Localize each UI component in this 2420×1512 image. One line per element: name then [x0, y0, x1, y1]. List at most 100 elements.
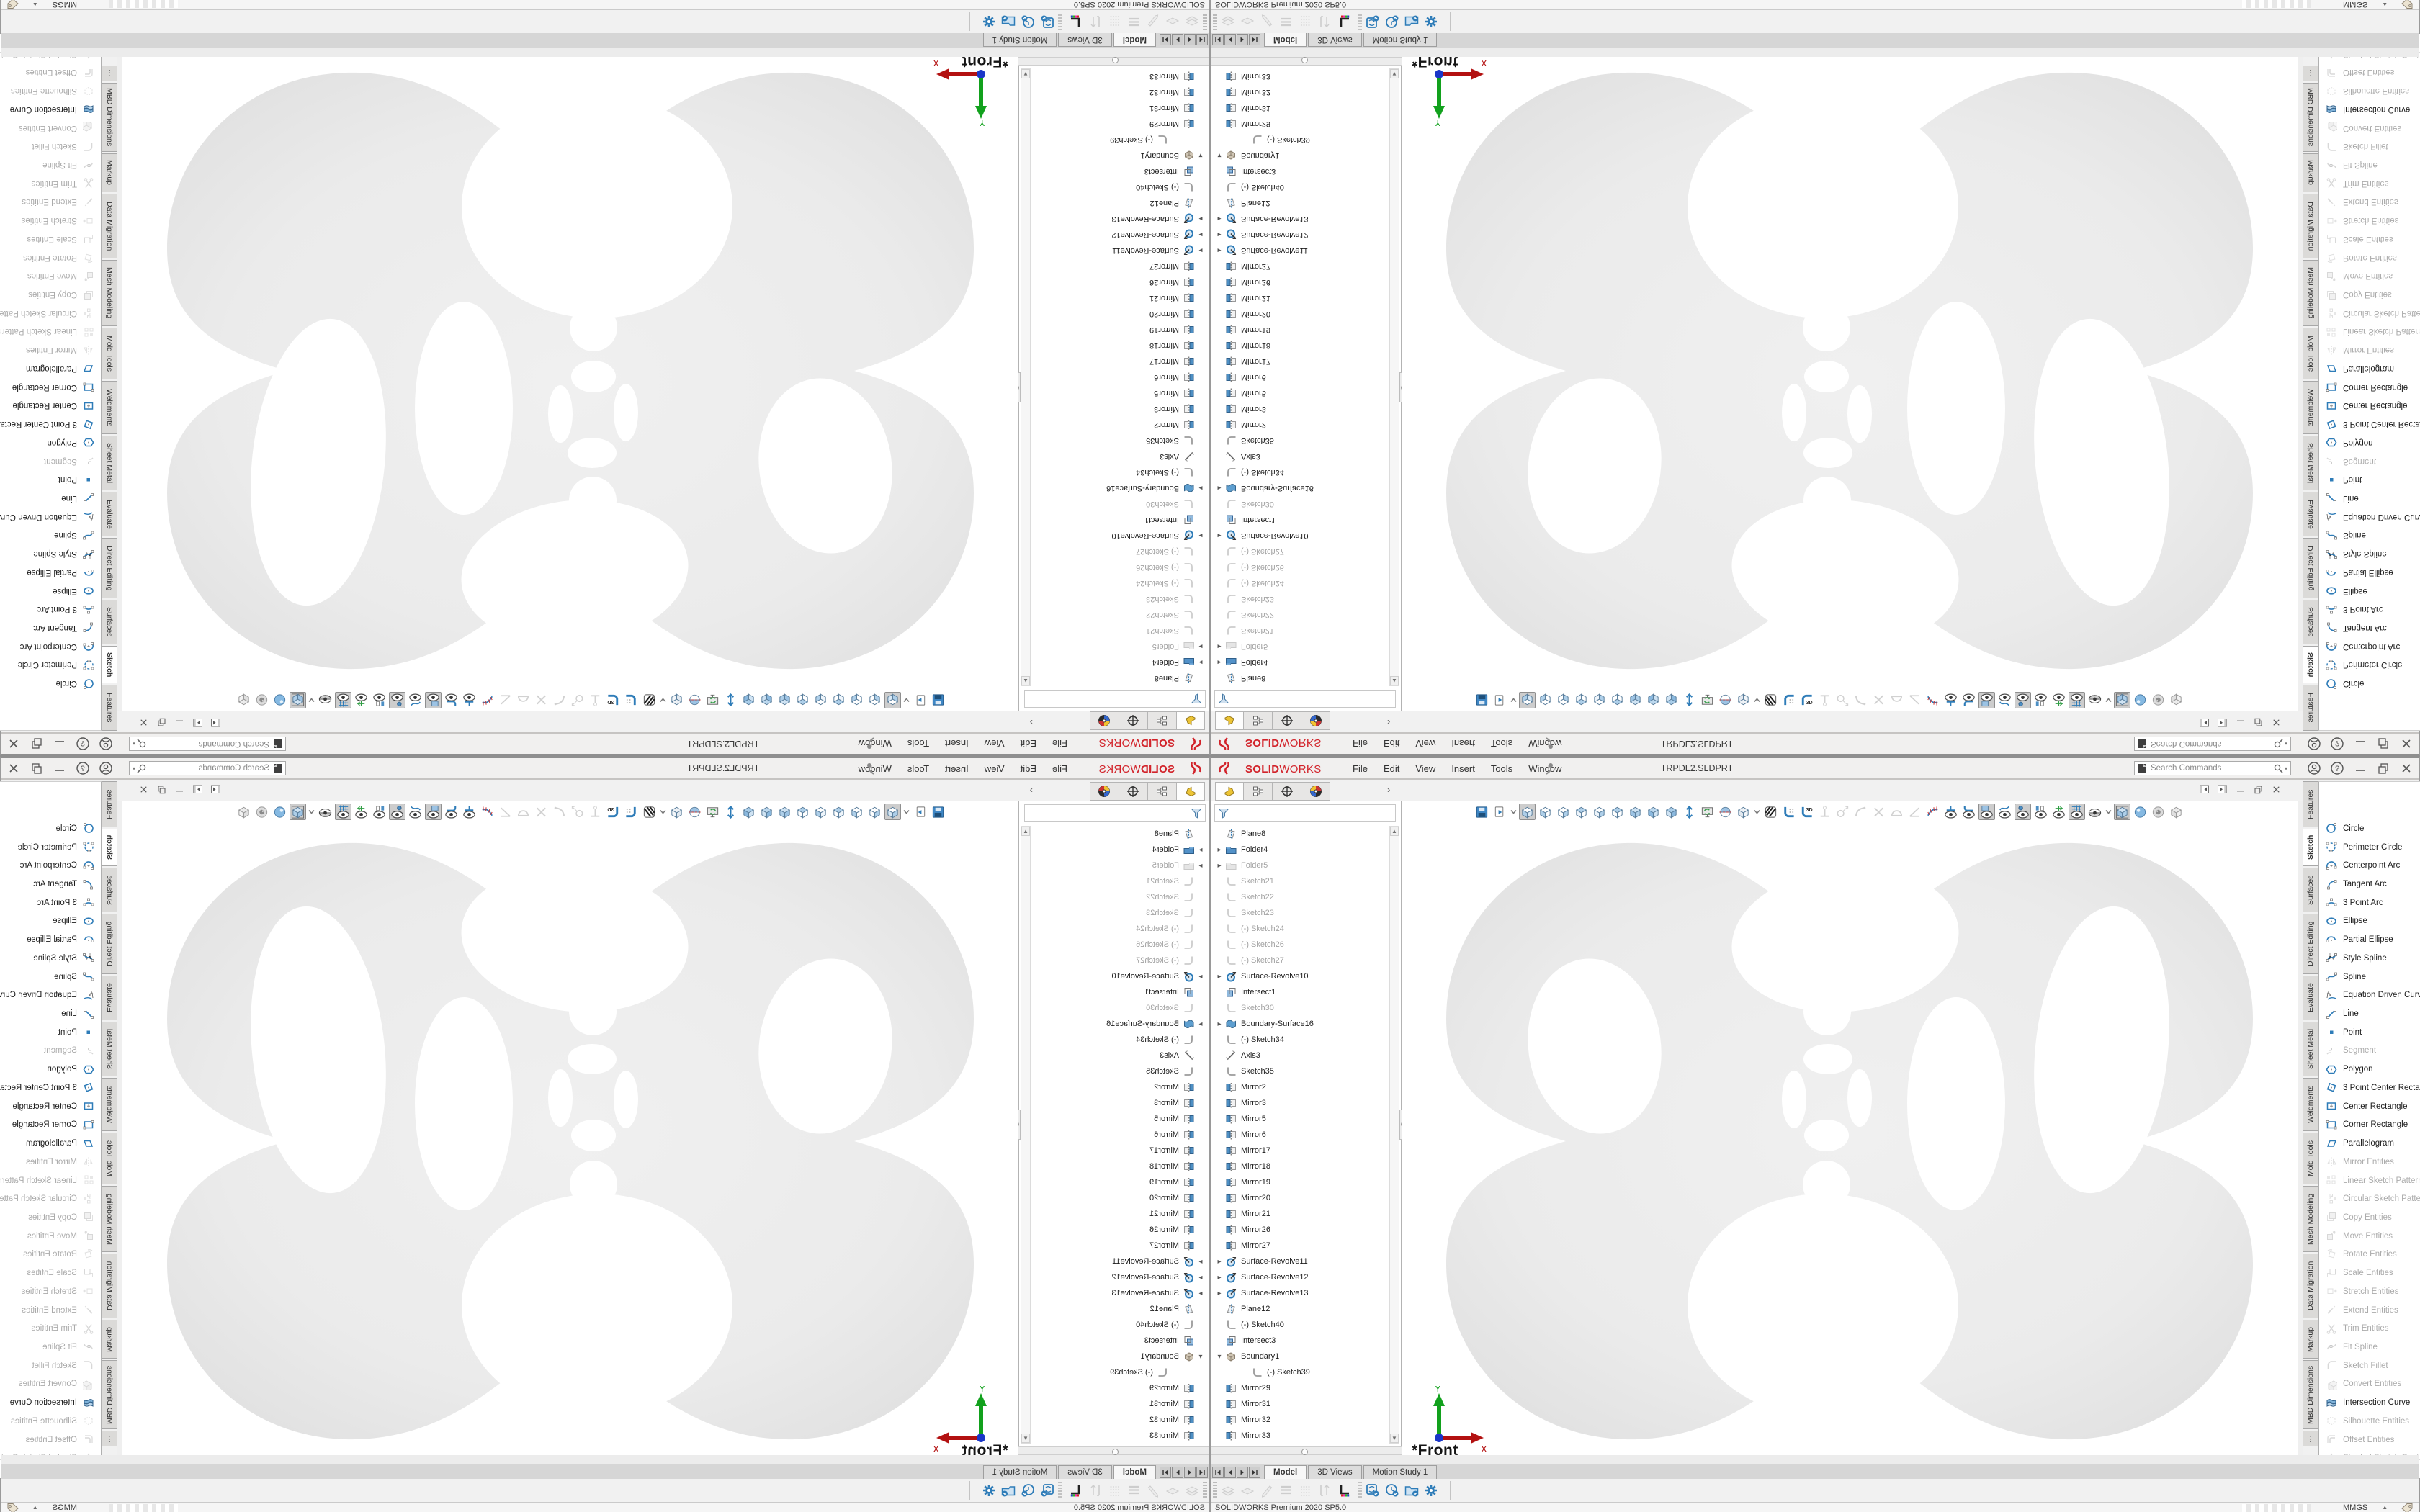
- tag-icon[interactable]: [2401, 1503, 2414, 1512]
- folder-check-icon[interactable]: [1403, 1482, 1420, 1499]
- tree-item-mirror27[interactable]: Mirror27: [1211, 258, 1389, 274]
- menu-file[interactable]: File: [1353, 762, 1368, 774]
- commandmanager-tab-markup[interactable]: Markup: [2303, 1320, 2318, 1359]
- tree-item-axis3[interactable]: Axis3: [1211, 1048, 1389, 1063]
- commandmanager-tab-mold-tools[interactable]: Mold Tools: [102, 328, 117, 379]
- caret-icon[interactable]: [659, 804, 667, 820]
- tree-item-sketch22[interactable]: Sketch22: [1211, 607, 1389, 623]
- command-ellipse[interactable]: Ellipse: [2319, 582, 2420, 600]
- commandmanager-tab-data-migration[interactable]: Data Migration: [102, 194, 117, 258]
- commandmanager-tab-direct-editing[interactable]: Direct Editing: [102, 538, 117, 598]
- search-icon[interactable]: [137, 739, 147, 749]
- tree-item-sketch21[interactable]: Sketch21: [1031, 873, 1209, 889]
- tree-item-mirror2[interactable]: Mirror2: [1031, 1079, 1209, 1095]
- tab-nav-next-icon[interactable]: [1237, 34, 1248, 45]
- expand-open-icon[interactable]: ▾: [1217, 1352, 1222, 1361]
- cube-bottom-icon[interactable]: [812, 804, 829, 820]
- minimize-icon[interactable]: [174, 717, 185, 728]
- command-point[interactable]: Point: [2319, 1023, 2420, 1042]
- command-partial-ellipse[interactable]: Partial Ellipse: [2319, 563, 2420, 582]
- commandmanager-tab-markup[interactable]: Markup: [102, 153, 117, 192]
- command-center-rectangle[interactable]: Center Rectangle: [2319, 397, 2420, 415]
- tree-item-sketch40[interactable]: (-) Sketch40: [1031, 179, 1209, 195]
- command-corner-rectangle[interactable]: Corner Rectangle: [2319, 1116, 2420, 1135]
- cube-back-icon[interactable]: [794, 804, 811, 820]
- toolbar-drag-handle[interactable]: [1203, 13, 1207, 30]
- pane-next-icon[interactable]: [2217, 784, 2228, 795]
- commandmanager-tab-mesh-modeling[interactable]: Mesh Modeling: [102, 1186, 117, 1252]
- menu-file[interactable]: File: [1052, 762, 1067, 774]
- ramp-tool-icon[interactable]: [1906, 692, 1923, 708]
- close-icon[interactable]: [138, 784, 149, 795]
- tree-item-sketch30[interactable]: Sketch30: [1031, 496, 1209, 512]
- command-style-spline[interactable]: Style Spline: [2319, 949, 2420, 968]
- command-perimeter-circle[interactable]: Perimeter Circle: [0, 838, 101, 857]
- tree-item-sketch34[interactable]: (-) Sketch34: [1211, 464, 1389, 480]
- scale-ruler-icon[interactable]: [1067, 1482, 1084, 1499]
- panel-tabs-overflow-icon[interactable]: ›: [1387, 784, 1391, 795]
- commandmanager-tab-features[interactable]: Features: [2303, 685, 2318, 731]
- panel-tab-dimxpert-target[interactable]: [1119, 711, 1147, 730]
- doc-tab-3d-views[interactable]: 3D Views: [1308, 1465, 1362, 1479]
- panel-tab-propertymanager-tree[interactable]: [1244, 782, 1273, 801]
- cube-front-icon[interactable]: [1519, 692, 1536, 708]
- eye-3d-icon[interactable]: [1978, 804, 1995, 820]
- tree-scrollbar[interactable]: ▲ ▼: [1021, 826, 1031, 1444]
- eye-grid-icon[interactable]: [335, 804, 351, 820]
- help-icon[interactable]: ?: [2326, 759, 2349, 778]
- toolbar-drag-handle[interactable]: [1203, 1482, 1207, 1499]
- sphere-blue-icon[interactable]: [2132, 692, 2148, 708]
- tree-item-mirror17[interactable]: Mirror17: [1031, 354, 1209, 369]
- doc-tab-3d-views[interactable]: 3D Views: [1058, 33, 1112, 47]
- tree-item-mirror17[interactable]: Mirror17: [1031, 1143, 1209, 1158]
- sphere-appearance-icon[interactable]: [254, 692, 270, 708]
- commandmanager-tab-sheet-metal[interactable]: Sheet Metal: [2303, 436, 2318, 490]
- commandmanager-tab-[interactable]: ⋮: [102, 66, 117, 81]
- caret-icon[interactable]: [1753, 692, 1761, 708]
- eye-3d-icon[interactable]: [425, 804, 442, 820]
- restore-icon[interactable]: [2372, 759, 2395, 778]
- commandmanager-tab-data-migration[interactable]: Data Migration: [102, 1254, 117, 1318]
- toolbar-drag-handle[interactable]: [1213, 1482, 1217, 1499]
- commandmanager-tab-sheet-metal[interactable]: Sheet Metal: [102, 1022, 117, 1076]
- perp-eye-icon[interactable]: [461, 804, 478, 820]
- minimize-icon[interactable]: [2349, 734, 2372, 753]
- tree-bottom-splitter[interactable]: [1018, 1446, 1209, 1455]
- tree-item-surface-revolve13[interactable]: ▸ Surface-Revolve13: [1031, 1285, 1209, 1301]
- zebra-icon[interactable]: [1762, 692, 1779, 708]
- tree-item-sketch23[interactable]: Sketch23: [1211, 591, 1389, 607]
- eye-dot-icon[interactable]: [389, 804, 405, 820]
- tree-item-mirror5[interactable]: Mirror5: [1211, 1111, 1389, 1127]
- section-view-icon[interactable]: [686, 692, 703, 708]
- tab-nav-last-icon[interactable]: [1160, 34, 1171, 45]
- tree-item-mirror31[interactable]: Mirror31: [1211, 100, 1389, 116]
- command-3-point-arc[interactable]: 3 Point Arc: [0, 600, 101, 618]
- command-center-rectangle[interactable]: Center Rectangle: [0, 1097, 101, 1116]
- unit-system[interactable]: MMGS: [2343, 0, 2368, 9]
- caret-icon[interactable]: [1510, 804, 1518, 820]
- search-icon[interactable]: [2273, 763, 2283, 773]
- pane-previous-icon[interactable]: [210, 784, 221, 795]
- arrow-updown-icon[interactable]: [722, 804, 739, 820]
- eye-half-icon[interactable]: [317, 692, 333, 708]
- tree-item-sketch23[interactable]: Sketch23: [1211, 905, 1389, 921]
- cube-pale-icon[interactable]: [1735, 692, 1752, 708]
- tree-item-mirror21[interactable]: Mirror21: [1031, 290, 1209, 306]
- tree-item-sketch40[interactable]: (-) Sketch40: [1211, 179, 1389, 195]
- tree-item-folder4[interactable]: ▸ Folder4: [1211, 654, 1389, 670]
- doc-play-icon[interactable]: [912, 692, 928, 708]
- scroll-up-icon[interactable]: ▲: [1390, 676, 1399, 685]
- tree-filter-box[interactable]: [1214, 690, 1396, 708]
- cube-bottom-icon[interactable]: [1591, 804, 1608, 820]
- search-commands-box[interactable]: Search Commands ▾: [2134, 761, 2291, 775]
- scroll-up-icon[interactable]: ▲: [1021, 676, 1030, 685]
- panel-tab-displaymanager-wheel[interactable]: [1301, 711, 1330, 730]
- tree-item-boundary-surface16[interactable]: ▸ Boundary-Surface16: [1031, 480, 1209, 496]
- tree-item-surface-revolve11[interactable]: ▸ Surface-Revolve11: [1211, 1254, 1389, 1269]
- eye-dot-icon[interactable]: [2015, 804, 2031, 820]
- corner-3d-icon[interactable]: 3D: [1798, 692, 1815, 708]
- pin-icon[interactable]: [1543, 762, 1555, 777]
- expand-closed-icon[interactable]: ▸: [1217, 1257, 1222, 1266]
- tree-item-sketch34[interactable]: (-) Sketch34: [1031, 1032, 1209, 1048]
- sphere-blue-icon[interactable]: [272, 804, 288, 820]
